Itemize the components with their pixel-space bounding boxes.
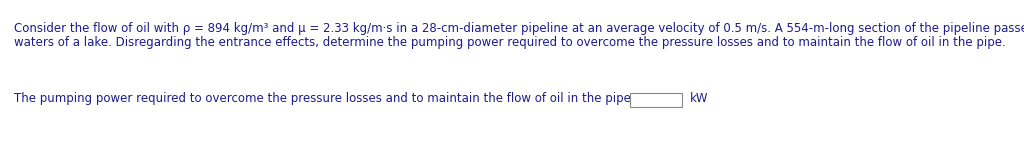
- Text: The pumping power required to overcome the pressure losses and to maintain the f: The pumping power required to overcome t…: [14, 92, 644, 105]
- Text: waters of a lake. Disregarding the entrance effects, determine the pumping power: waters of a lake. Disregarding the entra…: [14, 36, 1006, 49]
- Text: kW: kW: [690, 92, 709, 105]
- Text: Consider the flow of oil with ρ = 894 kg/m³ and μ = 2.33 kg/m·s in a 28-cm-diame: Consider the flow of oil with ρ = 894 kg…: [14, 22, 1024, 35]
- Bar: [630, 93, 682, 107]
